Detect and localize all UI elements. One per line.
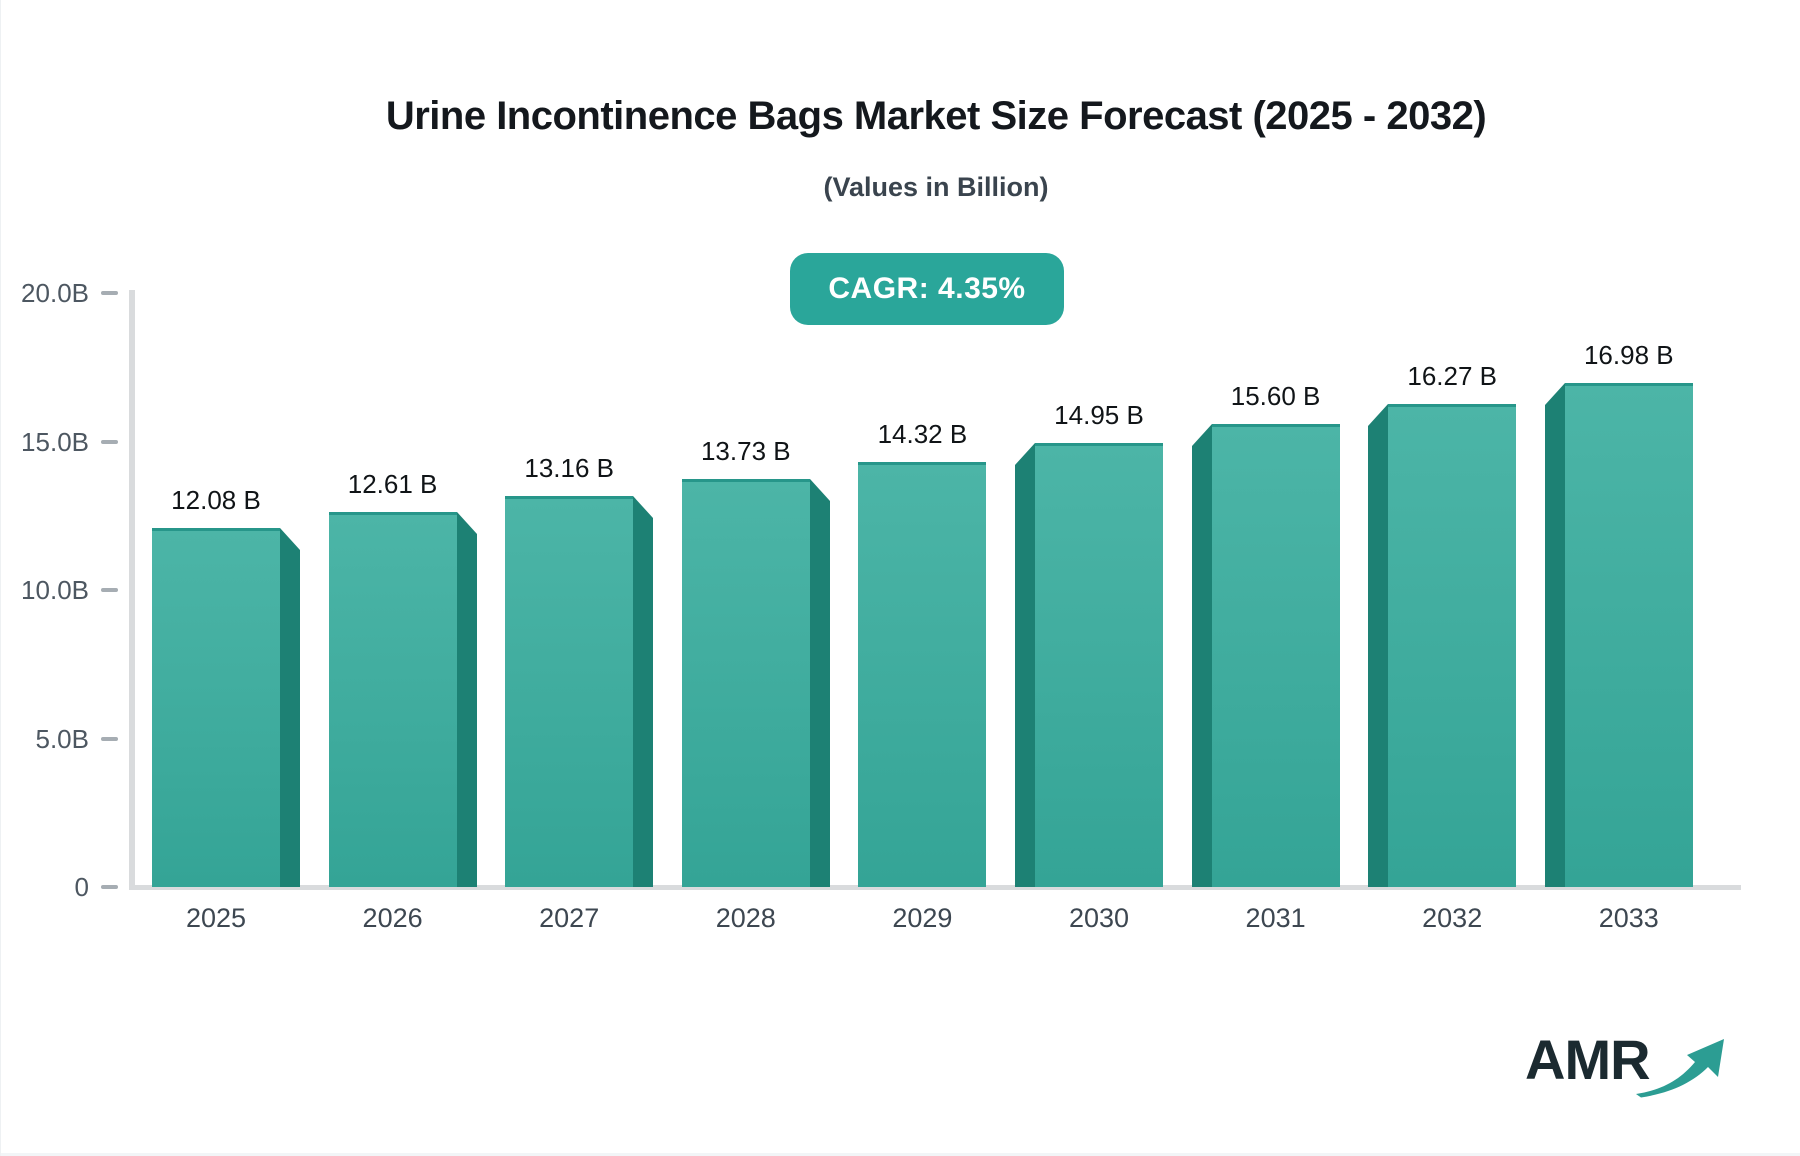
bar-side-face	[1545, 383, 1565, 887]
bar-value-label: 16.98 B	[1583, 340, 1674, 370]
bar-2033	[1565, 383, 1693, 887]
bar-value-label: 14.95 B	[1054, 400, 1144, 430]
x-axis-line	[129, 885, 1741, 890]
y-tick-dash	[101, 588, 118, 592]
bar-side-face	[633, 496, 653, 887]
bar-side-face	[1368, 404, 1388, 887]
bar-side-face	[1015, 443, 1035, 887]
y-axis-label: 20.0B	[21, 278, 89, 308]
chart-subtitle: (Values in Billion)	[823, 172, 1049, 202]
bar-side-face	[280, 528, 300, 887]
x-axis-label: 2031	[1245, 903, 1306, 933]
x-axis-label: 2032	[1422, 903, 1483, 933]
brand-logo-text: AMR	[1525, 1028, 1651, 1091]
bar-2032	[1388, 404, 1516, 887]
bar-2028	[682, 479, 810, 887]
bar-value-label: 12.61 B	[347, 469, 438, 499]
x-axis-label: 2025	[185, 903, 247, 933]
y-tick-dash	[101, 885, 118, 889]
bar-2030	[1035, 443, 1163, 887]
bar-side-face	[1192, 424, 1212, 887]
bar-value-label: 16.27 B	[1407, 361, 1497, 391]
cagr-badge: CAGR: 4.35%	[790, 253, 1064, 325]
bar-value-label: 14.32 B	[877, 419, 968, 449]
x-axis-label: 2030	[1068, 903, 1130, 933]
x-axis-label: 2033	[1598, 903, 1659, 933]
y-tick-dash	[101, 736, 118, 741]
chart-title: Urine Incontinence Bags Market Size Fore…	[385, 94, 1487, 138]
growth-arrow-icon	[1635, 1039, 1724, 1098]
y-axis-line	[129, 290, 135, 889]
bar-2031	[1212, 424, 1340, 887]
bar-value-label: 15.60 B	[1230, 381, 1321, 411]
x-axis-label: 2027	[539, 903, 600, 933]
y-tick-dash	[101, 439, 118, 444]
canvas-edge	[1, 1153, 1800, 1156]
y-tick-dash	[101, 291, 118, 295]
bar-value-label: 13.73 B	[700, 436, 791, 466]
bar-side-face	[457, 512, 477, 887]
y-axis-label: 5.0B	[35, 723, 90, 754]
bar-2029	[858, 462, 986, 887]
brand-logo: AMR	[1525, 1030, 1730, 1098]
y-axis-label: 10.0B	[21, 575, 89, 605]
bar-value-label: 13.16 B	[524, 453, 614, 483]
y-axis-label: 0	[74, 872, 89, 902]
bar-2026	[329, 512, 457, 887]
x-axis-label: 2026	[362, 903, 423, 933]
bar-2025	[152, 528, 280, 887]
bar-2027	[505, 496, 633, 887]
x-axis-label: 2029	[892, 903, 953, 933]
y-axis-label: 15.0B	[21, 426, 89, 457]
bar-side-face	[810, 479, 830, 887]
bar-value-label: 12.08 B	[171, 485, 261, 515]
x-axis-label: 2028	[715, 903, 776, 933]
